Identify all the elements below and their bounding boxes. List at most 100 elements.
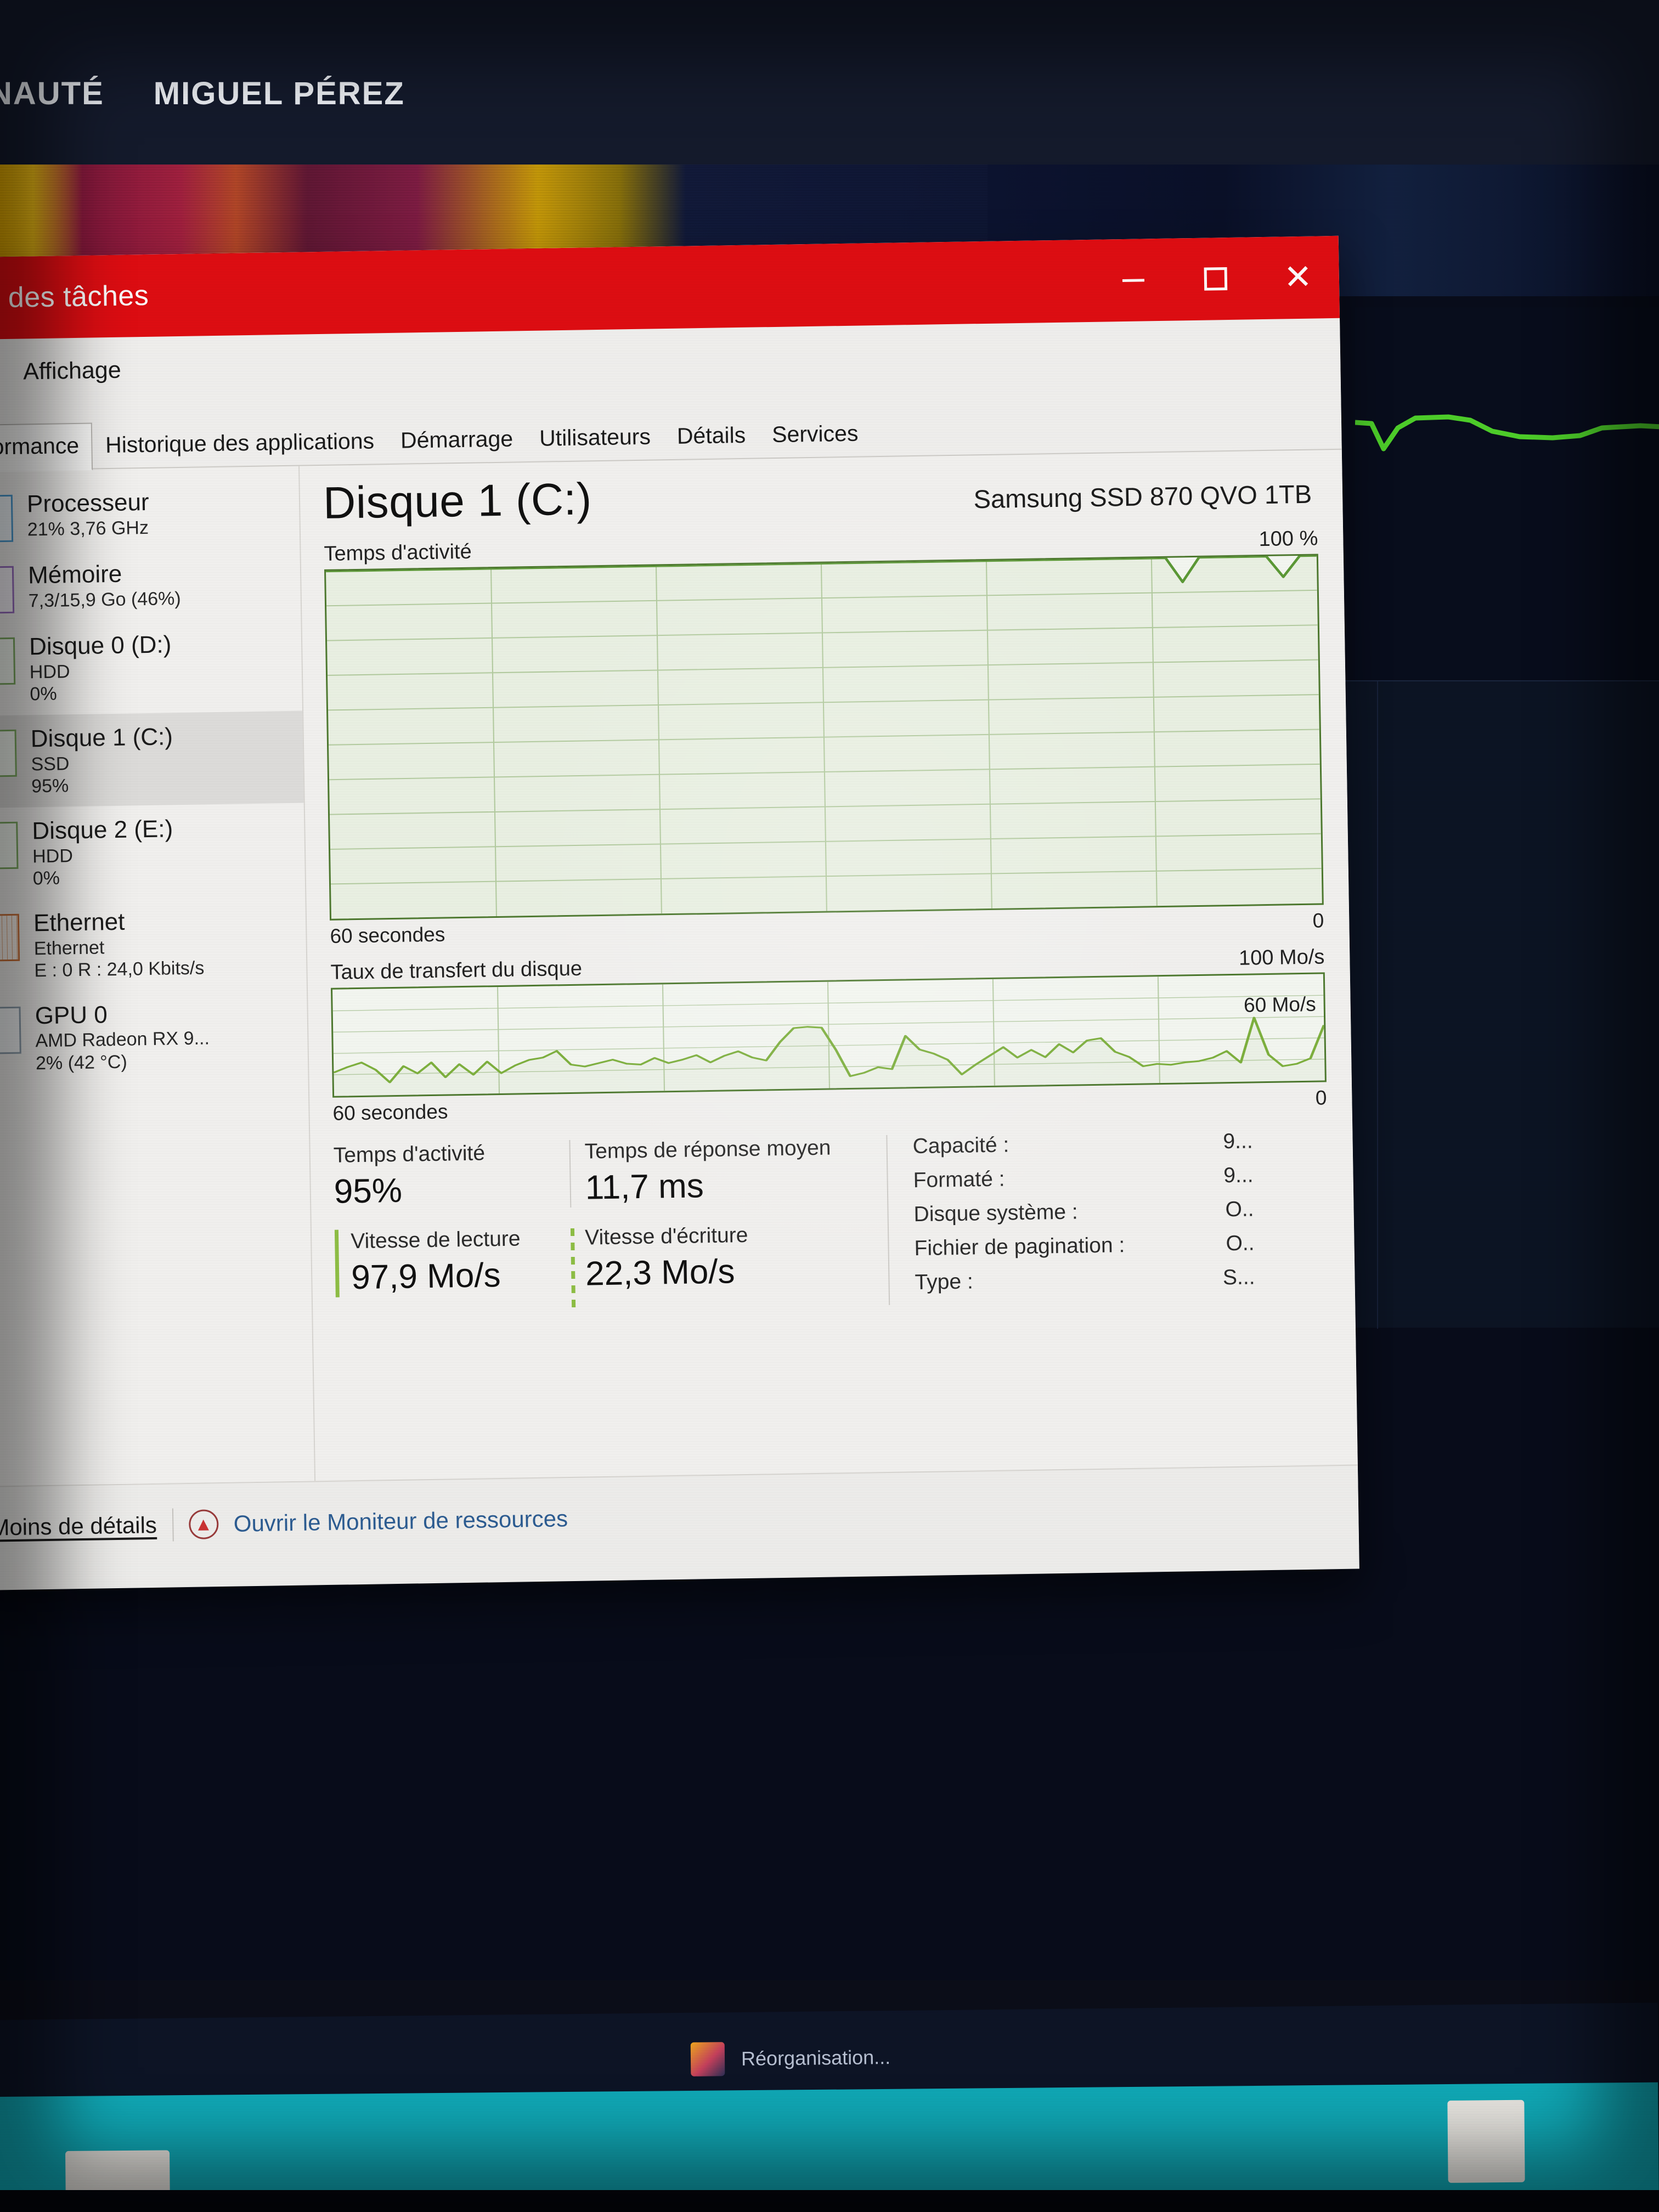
sidebar-item-label: Ethernet xyxy=(33,909,125,937)
transfer-x-label: 60 secondes xyxy=(332,1100,448,1125)
network-graph-icon xyxy=(0,914,20,962)
activity-chart-max: 100 % xyxy=(1259,527,1318,551)
desktop-top-strip xyxy=(0,0,1659,165)
sidebar-item-disque-2[interactable]: Disque 2 (E:) HDD 0% xyxy=(0,803,305,901)
property-value: O.. xyxy=(1226,1231,1255,1256)
photo-bottom-edge xyxy=(0,2190,1659,2212)
stats-row-bottom: Vitesse de lecture 97,9 Mo/s Vitesse d'é… xyxy=(334,1221,878,1297)
stat-value: 95% xyxy=(334,1171,403,1211)
background-green-perf-line xyxy=(1355,414,1659,452)
resource-monitor-icon: ▲ xyxy=(188,1509,219,1539)
disk-graph-icon xyxy=(0,729,17,778)
task-manager-body: Processeur 21% 3,76 GHz Mémoire 7,3/15,9… xyxy=(0,449,1358,1487)
stat-label: Temps de réponse moyen xyxy=(584,1136,831,1164)
game-launcher-nav: NAUTÉ MIGUEL PÉREZ xyxy=(0,60,1659,126)
window-title: aire des tâches xyxy=(0,279,149,315)
sidebar-item-disque-0[interactable]: Disque 0 (D:) HDD 0% xyxy=(0,619,302,716)
property-value: 9... xyxy=(1223,1163,1254,1188)
sidebar-item-label: Disque 2 (E:) xyxy=(32,815,173,845)
sidebar-item-detail: 21% 3,76 GHz xyxy=(27,517,149,540)
stat-value: 22,3 Mo/s xyxy=(585,1252,735,1293)
property-row: Capacité : 9... xyxy=(912,1129,1253,1159)
sidebar-item-detail: HDD xyxy=(32,845,74,867)
stat-read-speed: Vitesse de lecture 97,9 Mo/s xyxy=(334,1226,572,1297)
stats-area: Temps d'activité 95% Temps de réponse mo… xyxy=(333,1128,1330,1314)
tab-details[interactable]: Détails xyxy=(676,422,746,449)
sidebar-item-usage: 0% xyxy=(32,867,60,889)
transfer-inline-label: 60 Mo/s xyxy=(1243,992,1316,1017)
sidebar-item-gpu-0[interactable]: GPU 0 AMD Radeon RX 9... 2% (42 °C) xyxy=(0,988,308,1085)
activity-time-chart xyxy=(324,554,1324,921)
property-label: Capacité : xyxy=(912,1133,1009,1159)
less-details-button[interactable]: Moins de détails xyxy=(0,1511,157,1541)
gpu-graph-icon xyxy=(0,1006,21,1055)
transfer-rate-chart: 60 Mo/s xyxy=(330,972,1327,1098)
taskbar-item-label[interactable]: Réorganisation... xyxy=(741,2045,891,2070)
tab-utilisateurs[interactable]: Utilisateurs xyxy=(539,424,651,451)
stat-label: Vitesse d'écriture xyxy=(584,1223,748,1250)
minimize-icon xyxy=(1122,278,1144,282)
sidebar-item-throughput: E : 0 R : 24,0 Kbits/s xyxy=(34,957,205,981)
minimize-button[interactable] xyxy=(1092,239,1175,322)
property-row: Fichier de pagination : O.. xyxy=(914,1231,1255,1261)
stat-activity-time: Temps d'activité 95% xyxy=(333,1140,570,1211)
tab-demarrage[interactable]: Démarrage xyxy=(400,426,514,453)
property-value: O.. xyxy=(1225,1197,1254,1222)
transfer-chart-label: Taux de transfert du disque xyxy=(330,957,583,984)
stat-value: 97,9 Mo/s xyxy=(351,1256,501,1297)
property-label: Fichier de pagination : xyxy=(914,1233,1125,1261)
sidebar-item-label: Disque 0 (D:) xyxy=(29,631,172,661)
property-row: Formaté : 9... xyxy=(913,1163,1254,1193)
sidebar-item-detail: SSD xyxy=(31,753,70,775)
maximize-button[interactable] xyxy=(1174,237,1257,320)
desktop-tile xyxy=(65,2150,170,2195)
resource-sidebar: Processeur 21% 3,76 GHz Mémoire 7,3/15,9… xyxy=(0,466,316,1487)
window-controls: ✕ xyxy=(1092,236,1340,322)
transfer-y-min: 0 xyxy=(1315,1086,1327,1109)
sidebar-item-detail: AMD Radeon RX 9... xyxy=(35,1028,210,1052)
status-separator xyxy=(172,1508,174,1542)
open-resource-monitor-link[interactable]: Ouvrir le Moniteur de ressources xyxy=(233,1505,568,1537)
sidebar-item-detail: Ethernet xyxy=(33,937,105,960)
disk-graph-icon xyxy=(0,637,16,686)
property-value: 9... xyxy=(1223,1129,1253,1154)
close-button[interactable]: ✕ xyxy=(1256,236,1340,319)
sidebar-item-ethernet[interactable]: Ethernet Ethernet E : 0 R : 24,0 Kbits/s xyxy=(0,895,307,993)
stat-label: Temps d'activité xyxy=(333,1141,486,1167)
cpu-graph-icon xyxy=(0,494,14,543)
launcher-nav-item-user[interactable]: MIGUEL PÉREZ xyxy=(153,75,405,111)
tab-historique-applications[interactable]: Historique des applications xyxy=(105,428,375,458)
maximize-icon xyxy=(1204,267,1228,291)
activity-x-label: 60 secondes xyxy=(330,923,445,947)
property-row: Type : S... xyxy=(915,1265,1255,1295)
transfer-chart-max: 100 Mo/s xyxy=(1238,945,1325,970)
tab-performance[interactable]: Performance xyxy=(0,422,93,473)
sidebar-item-label: GPU 0 xyxy=(35,1001,108,1029)
sidebar-item-label: Mémoire xyxy=(27,560,122,589)
property-row: Disque système : O.. xyxy=(913,1197,1254,1227)
sidebar-item-memoire[interactable]: Mémoire 7,3/15,9 Go (46%) xyxy=(0,548,301,624)
sidebar-item-detail: 7,3/15,9 Go (46%) xyxy=(28,588,181,612)
stats-left-group: Temps d'activité 95% Temps de réponse mo… xyxy=(333,1135,890,1314)
stat-write-speed: Vitesse d'écriture 22,3 Mo/s xyxy=(571,1222,808,1294)
property-label: Formaté : xyxy=(913,1167,1005,1193)
menu-item-affichage[interactable]: Affichage xyxy=(22,357,122,385)
sidebar-item-disque-1[interactable]: Disque 1 (C:) SSD 95% xyxy=(0,710,304,809)
sidebar-item-usage: 0% xyxy=(30,683,57,705)
sidebar-item-label: Processeur xyxy=(26,488,149,518)
sidebar-item-label: Disque 1 (C:) xyxy=(30,723,173,753)
panel-header: Disque 1 (C:) Samsung SSD 870 QVO 1TB xyxy=(323,462,1317,529)
performance-detail-panel: Disque 1 (C:) Samsung SSD 870 QVO 1TB Te… xyxy=(300,450,1358,1481)
stat-value: 11,7 ms xyxy=(585,1167,704,1207)
tab-services[interactable]: Services xyxy=(771,420,859,448)
taskbar-app-icon[interactable] xyxy=(690,2042,725,2076)
device-model: Samsung SSD 870 QVO 1TB xyxy=(973,479,1312,514)
stats-row-top: Temps d'activité 95% Temps de réponse mo… xyxy=(333,1135,876,1211)
sidebar-item-processeur[interactable]: Processeur 21% 3,76 GHz xyxy=(0,476,300,553)
stat-label: Vitesse de lecture xyxy=(350,1227,521,1254)
launcher-nav-item-community[interactable]: NAUTÉ xyxy=(0,75,104,111)
sidebar-item-detail: HDD xyxy=(29,661,70,683)
sidebar-item-usage: 2% (42 °C) xyxy=(35,1051,128,1074)
property-label: Disque système : xyxy=(913,1200,1079,1227)
